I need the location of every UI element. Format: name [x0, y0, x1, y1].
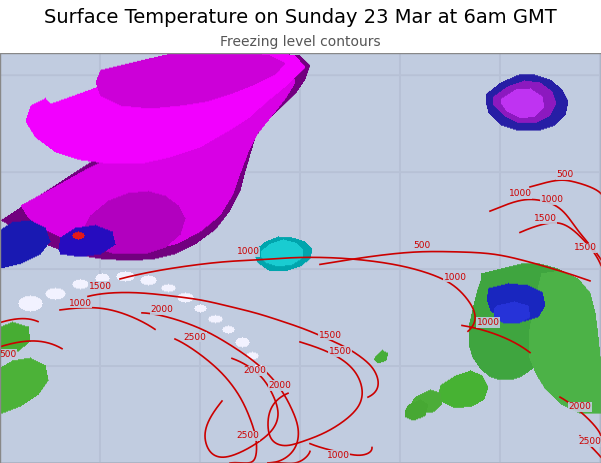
- Text: 2000: 2000: [569, 402, 591, 411]
- Text: 1000: 1000: [444, 273, 466, 282]
- Text: 2500: 2500: [579, 437, 601, 446]
- Text: 1500: 1500: [573, 244, 597, 252]
- Text: 500: 500: [557, 170, 573, 179]
- Text: 1500: 1500: [534, 214, 557, 223]
- Text: 1000: 1000: [477, 318, 499, 327]
- Text: 2000: 2000: [151, 306, 174, 314]
- Text: 500: 500: [413, 241, 431, 250]
- Text: 1500: 1500: [88, 282, 112, 291]
- Text: 500: 500: [0, 350, 17, 359]
- Text: 1000: 1000: [540, 195, 564, 204]
- Text: Freezing level contours: Freezing level contours: [220, 35, 381, 49]
- Text: 2000: 2000: [269, 381, 291, 390]
- Text: 2500: 2500: [237, 432, 260, 440]
- Text: 1000: 1000: [326, 451, 350, 460]
- Text: 1500: 1500: [319, 331, 341, 340]
- Text: 1000: 1000: [237, 247, 260, 257]
- Text: 1000: 1000: [69, 299, 91, 308]
- Text: 2000: 2000: [243, 367, 266, 375]
- Text: Surface Temperature on Sunday 23 Mar at 6am GMT: Surface Temperature on Sunday 23 Mar at …: [44, 7, 557, 26]
- Text: 2500: 2500: [183, 332, 206, 342]
- Text: 1000: 1000: [508, 189, 531, 198]
- Text: 1500: 1500: [329, 347, 352, 356]
